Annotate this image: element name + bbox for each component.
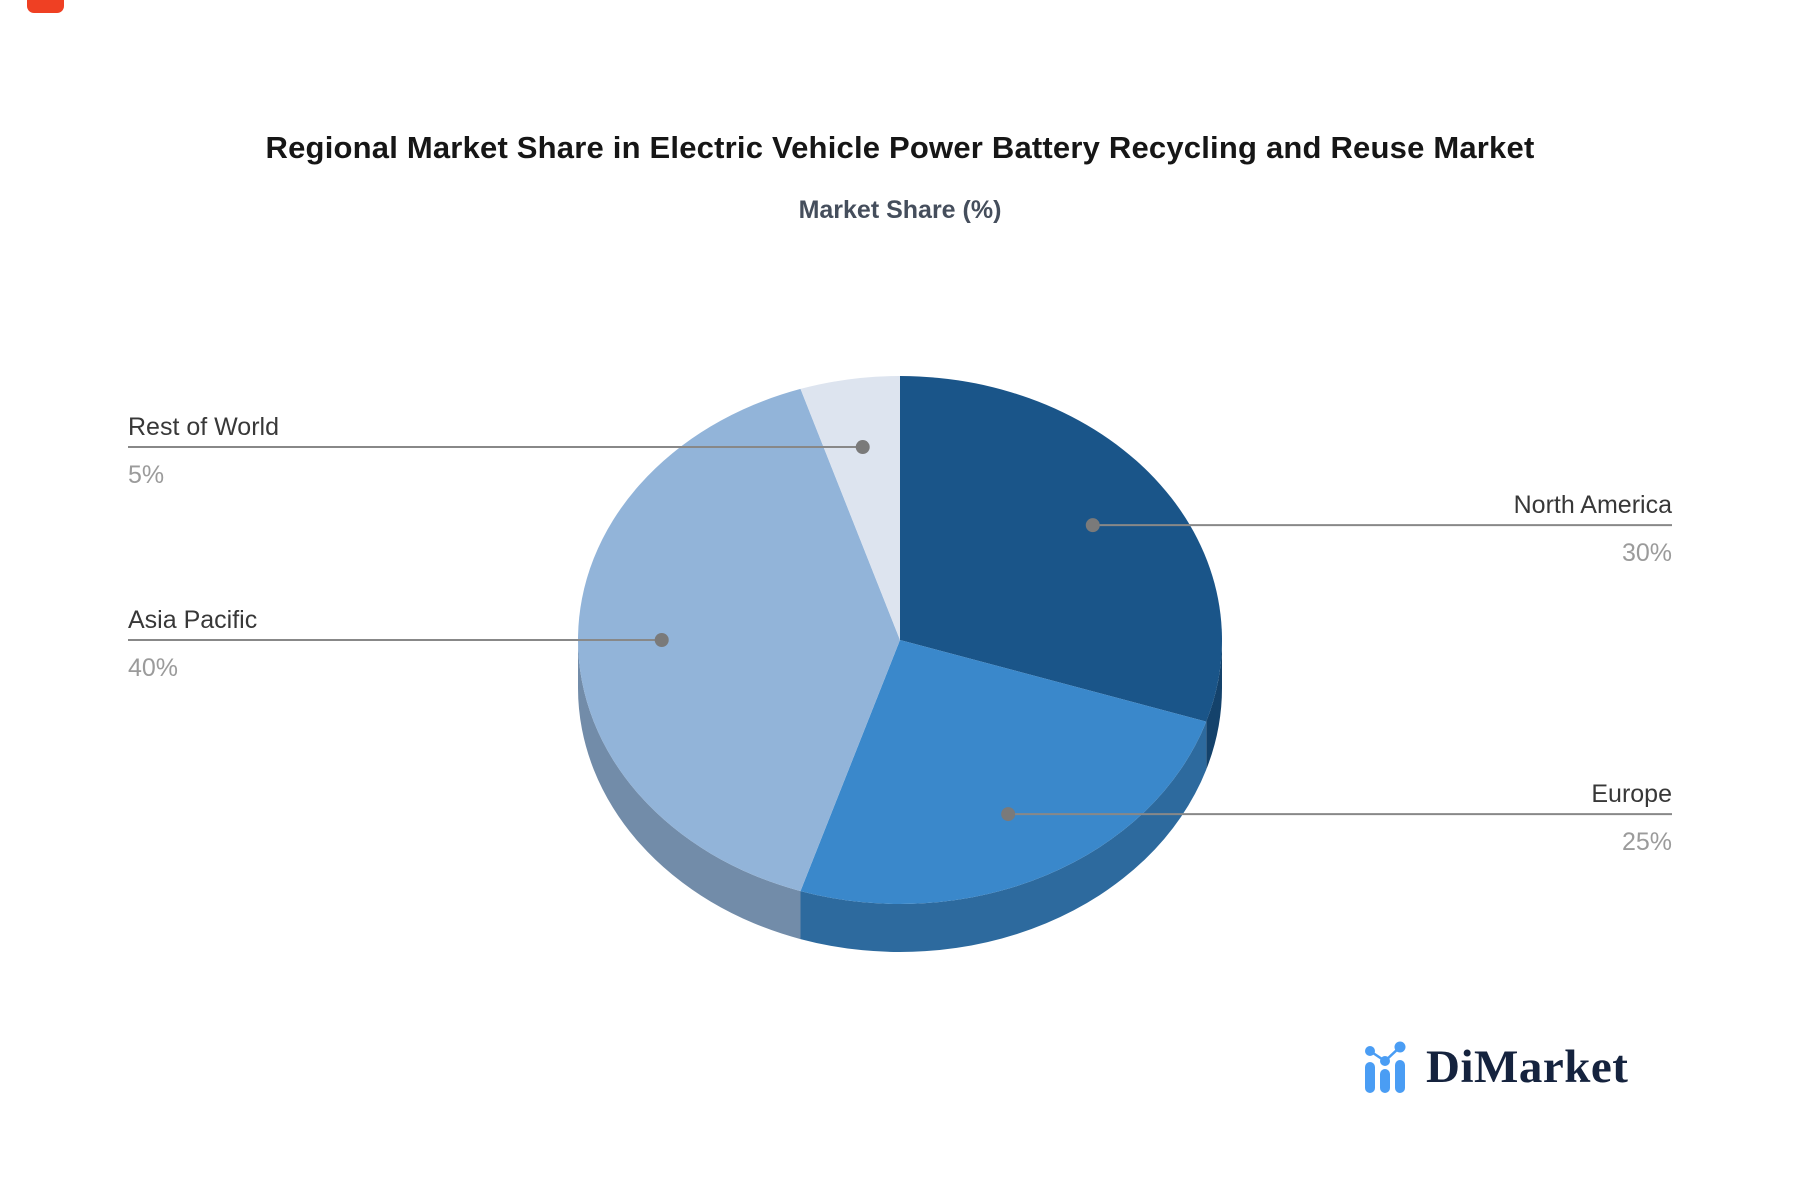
- chart-subtitle: Market Share (%): [798, 196, 1002, 224]
- pie-slice-wall-north-america: [1206, 640, 1222, 770]
- screen-corner-artifact: [27, 0, 64, 13]
- pie-slice-north-america: [900, 376, 1222, 722]
- leader-dot-asia-pacific: [654, 633, 669, 647]
- leader-dot-rest-of-world: [855, 440, 870, 455]
- pie-label-value: 30%: [1621, 539, 1672, 568]
- pie-label-north-america: North America 30%: [1112, 488, 1672, 570]
- bar-line-chart-icon: [1365, 1041, 1406, 1093]
- pie-slice-wall-asia-pacific: [578, 640, 801, 940]
- pie-label-europe: Europe 25%: [1112, 777, 1672, 859]
- pie-label-value: 25%: [1621, 828, 1672, 857]
- chart-title: Regional Market Share in Electric Vehicl…: [265, 130, 1535, 165]
- pie-slice-asia-pacific: [577, 388, 900, 892]
- pie-slice-wall-europe: [800, 721, 1207, 953]
- pie-label-value: 5%: [128, 461, 165, 490]
- leader-dot-north-america: [1085, 518, 1100, 533]
- pie-label-name: Europe: [1591, 780, 1672, 809]
- pie-label-name: Rest of World: [128, 413, 279, 442]
- pie-label-value: 40%: [128, 654, 179, 682]
- pie-label-asia-pacific: Asia Pacific 40%: [128, 603, 688, 685]
- pie-slice-rest-of-world: [800, 376, 900, 640]
- pie-slice-europe: [800, 640, 1207, 905]
- pie-label-name: North America: [1513, 491, 1672, 520]
- pie-label-name: Asia Pacific: [128, 606, 258, 634]
- leader-dot-europe: [1001, 807, 1016, 822]
- logo-text: DiMarket: [1426, 1041, 1629, 1093]
- pie-label-rest-of-world: Rest of World 5%: [128, 410, 688, 492]
- dimarket-logo: DiMarket: [1360, 1036, 1628, 1098]
